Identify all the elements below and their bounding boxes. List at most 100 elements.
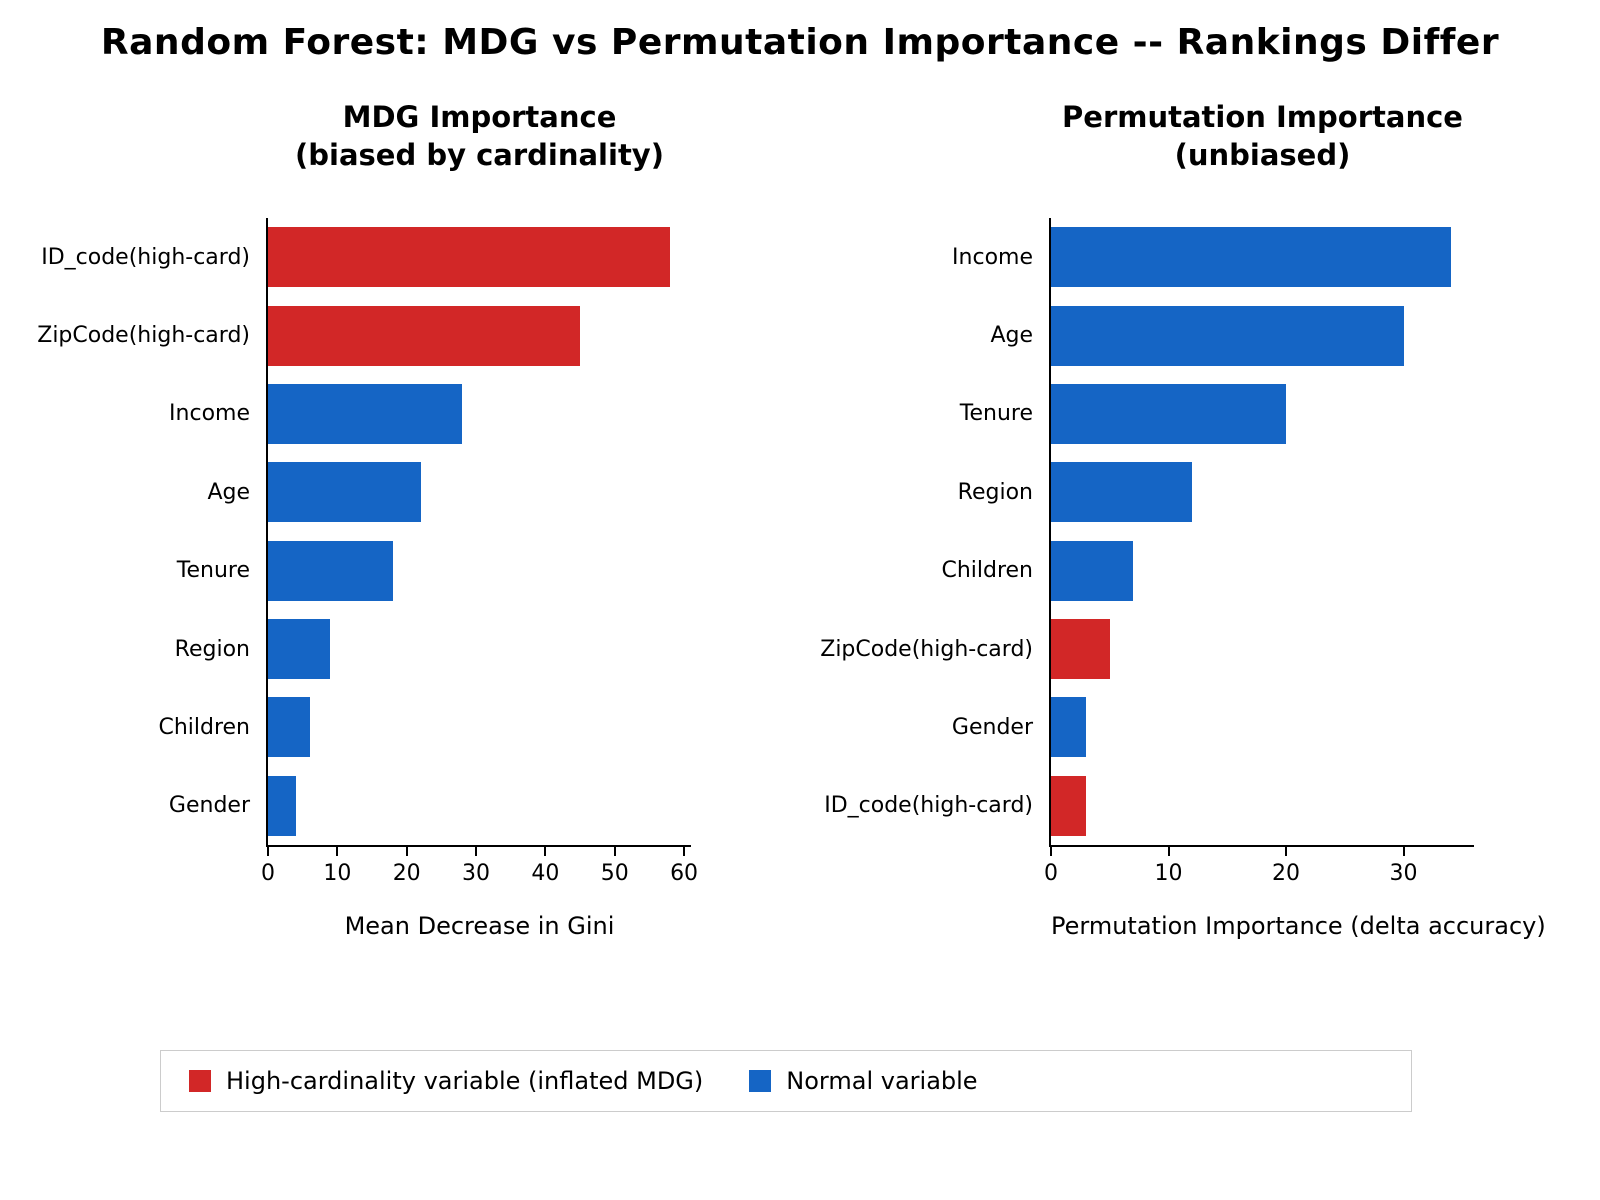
x-tick: 10 — [323, 847, 351, 886]
category-label: Age — [207, 479, 250, 505]
bar-Age — [268, 462, 421, 523]
tick-label: 30 — [462, 861, 491, 886]
bar-row — [1051, 610, 1474, 688]
bar-row — [1051, 375, 1474, 453]
bar-row — [1051, 218, 1474, 296]
legend-label: High-cardinality variable (inflated MDG) — [226, 1067, 704, 1095]
permutation-importance-chart: Permutation Importance (unbiased) Income A… — [811, 0, 1546, 1000]
category-label: Income — [952, 244, 1033, 270]
bar-ZipCode(high-card) — [1051, 619, 1110, 680]
x-ticks: 0 10 20 30 40 50 60 — [261, 847, 698, 892]
tick-mark — [267, 847, 269, 856]
tick-mark — [1285, 847, 1287, 856]
tick-label: 0 — [1044, 861, 1058, 886]
x-tick: 60 — [670, 847, 698, 886]
x-tick: 10 — [1155, 847, 1183, 886]
bar-row — [268, 767, 691, 845]
bar-Region — [1051, 462, 1192, 523]
x-axis-label: Mean Decrease in Gini — [344, 912, 615, 940]
bar-row — [268, 218, 691, 296]
bar-Children — [1051, 540, 1134, 601]
category-label: ZipCode(high-card) — [820, 636, 1033, 662]
tick-mark — [1167, 847, 1170, 856]
x-tick: 0 — [1044, 847, 1058, 886]
x-tick: 20 — [1272, 847, 1300, 886]
x-tick: 50 — [601, 847, 629, 886]
legend-swatch — [189, 1070, 211, 1092]
tick-mark — [544, 847, 547, 856]
tick-mark — [683, 847, 686, 856]
bar-row — [1051, 296, 1474, 374]
x-tick: 20 — [393, 847, 421, 886]
tick-mark — [405, 847, 408, 856]
tick-mark — [1402, 847, 1405, 856]
category-labels: ID_code(high-card) ZipCode(high-card) Inco… — [28, 218, 266, 845]
tick-mark — [475, 847, 478, 856]
plot-row-wrap: ID_code(high-card) ZipCode(high-card) Inco… — [28, 218, 691, 847]
legend-label: Normal variable — [786, 1067, 978, 1095]
bar-Income — [1051, 227, 1451, 288]
bar-ID_code(high-card) — [268, 227, 671, 288]
tick-mark — [613, 847, 616, 856]
bar-row — [1051, 767, 1474, 845]
category-labels: Income Age Tenure Region Children ZipCode(hig… — [811, 218, 1049, 845]
x-tick: 30 — [1390, 847, 1418, 886]
x-tick: 0 — [261, 847, 275, 886]
bar-Children — [268, 697, 310, 758]
category-label: Region — [957, 479, 1033, 505]
tick-label: 50 — [600, 861, 629, 886]
category-label: Gender — [951, 714, 1033, 740]
mdg-importance-chart: MDG Importance (biased by cardinality) ID… — [28, 0, 698, 1000]
x-tick: 40 — [531, 847, 559, 886]
tick-label: 30 — [1389, 861, 1418, 886]
bar-Tenure — [268, 540, 393, 601]
bar-row — [268, 532, 691, 610]
bar-Region — [268, 619, 331, 680]
tick-label: 20 — [392, 861, 421, 886]
bar-Age — [1051, 305, 1404, 366]
bar-row — [268, 453, 691, 531]
legend-swatch — [749, 1070, 772, 1092]
category-label: Tenure — [959, 401, 1033, 427]
legend-item: Normal variable — [749, 1067, 978, 1095]
category-label: ID_code(high-card) — [41, 244, 250, 270]
bar-row — [268, 296, 691, 374]
legend: High-cardinality variable (inflated MDG)… — [160, 1050, 1412, 1112]
tick-label: 10 — [1154, 861, 1183, 886]
plot-row-wrap: Income Age Tenure Region Children ZipCode(hig… — [811, 218, 1474, 847]
chart-subtitle: MDG Importance (biased by cardinality) — [295, 100, 664, 172]
bar-Income — [268, 383, 463, 444]
bar-ZipCode(high-card) — [268, 305, 581, 366]
category-label: Income — [169, 401, 250, 427]
category-label: ID_code(high-card) — [824, 793, 1033, 819]
bar-Gender — [268, 775, 296, 836]
tick-mark — [336, 847, 339, 856]
bar-ID_code(high-card) — [1051, 775, 1087, 836]
tick-mark — [1050, 847, 1052, 856]
category-label: Tenure — [176, 558, 250, 584]
category-label: Children — [941, 558, 1033, 584]
category-label: ZipCode(high-card) — [37, 323, 250, 349]
bar-row — [1051, 453, 1474, 531]
figure-title: Random Forest: MDG vs Permutation Import… — [100, 22, 1500, 63]
chart-subtitle: Permutation Importance (unbiased) — [1062, 100, 1463, 172]
plot-area — [1049, 218, 1474, 847]
bar-row — [268, 375, 691, 453]
bar-row — [1051, 532, 1474, 610]
tick-label: 0 — [261, 861, 275, 886]
category-label: Gender — [168, 793, 250, 819]
tick-label: 60 — [670, 861, 699, 886]
bar-Tenure — [1051, 383, 1286, 444]
bar-row — [268, 688, 691, 766]
category-label: Age — [990, 323, 1033, 349]
bar-row — [1051, 688, 1474, 766]
plot-area — [266, 218, 691, 847]
x-tick: 30 — [462, 847, 490, 886]
tick-label: 40 — [531, 861, 560, 886]
tick-label: 10 — [323, 861, 352, 886]
x-ticks: 0 10 20 30 — [1044, 847, 1474, 892]
x-axis-label: Permutation Importance (delta accuracy) — [1051, 912, 1546, 940]
category-label: Children — [158, 714, 250, 740]
tick-label: 20 — [1272, 861, 1300, 886]
